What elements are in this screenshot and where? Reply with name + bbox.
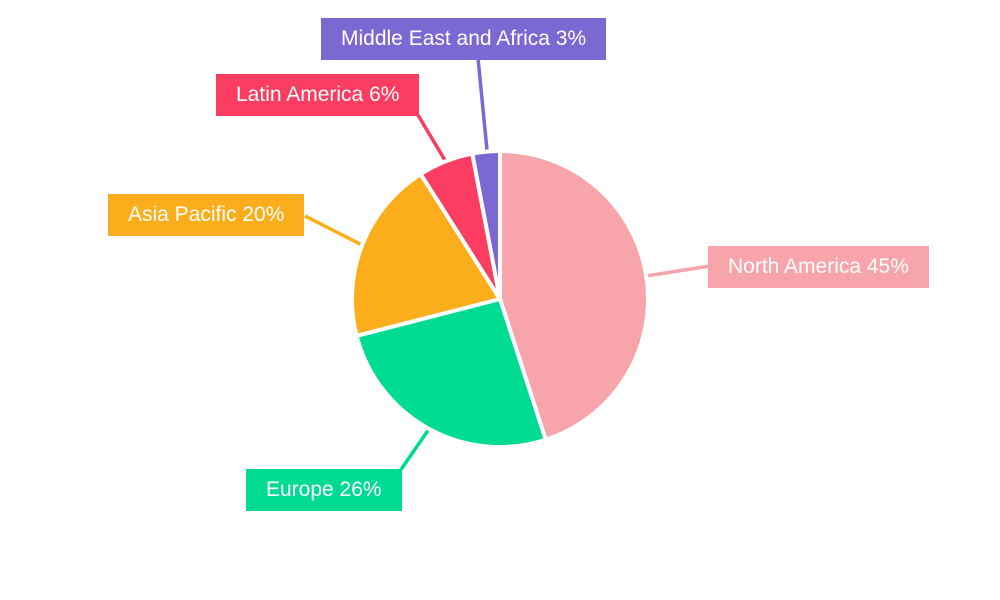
pie-slice-asia-pacific — [350, 171, 504, 339]
leader-line-north-america — [645, 264, 711, 278]
leader-line-asia-pacific — [304, 214, 363, 247]
leader-line-latin-america — [416, 114, 448, 163]
pie-slice-middle-east-and-africa — [469, 148, 502, 300]
pie-slice-north-america — [498, 148, 650, 443]
leader-line-middle-east-and-africa — [476, 57, 489, 151]
leader-line-europe — [398, 428, 431, 472]
pie-slice-europe — [354, 296, 549, 449]
